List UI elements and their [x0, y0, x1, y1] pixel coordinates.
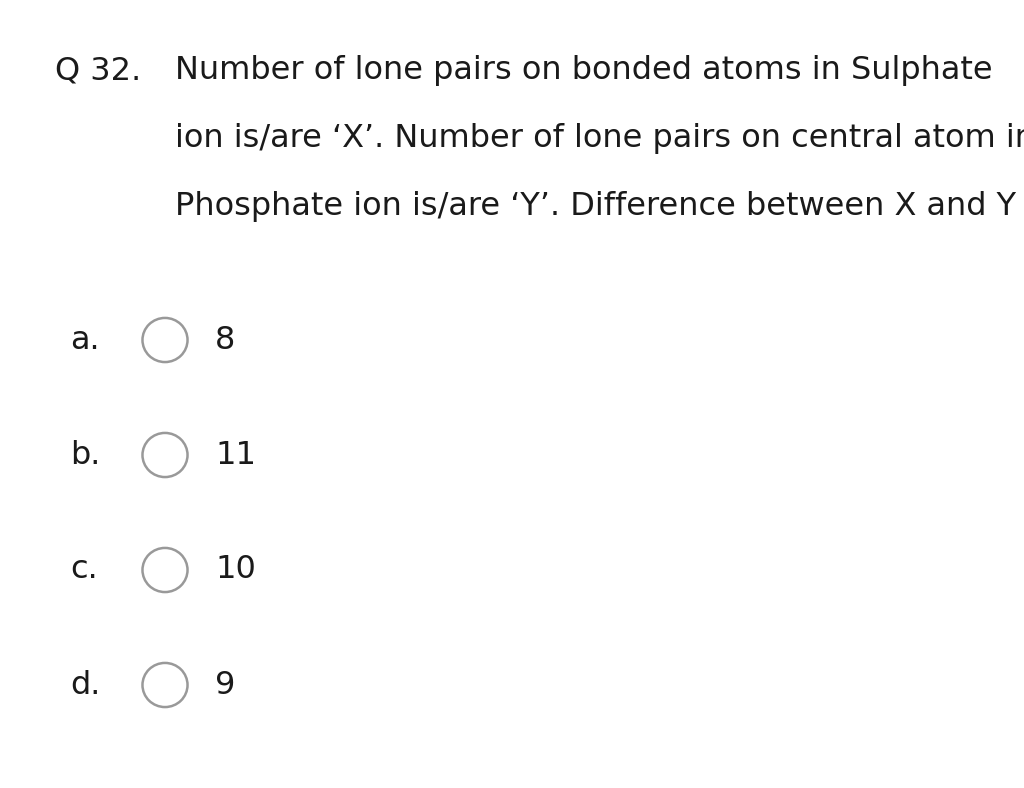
- Ellipse shape: [142, 548, 187, 592]
- Text: c.: c.: [70, 555, 97, 585]
- Text: 11: 11: [215, 440, 256, 470]
- Text: d.: d.: [70, 670, 100, 701]
- Ellipse shape: [142, 663, 187, 707]
- Text: 10: 10: [215, 555, 256, 585]
- Text: Q 32.: Q 32.: [55, 55, 141, 86]
- Ellipse shape: [142, 318, 187, 362]
- Text: b.: b.: [70, 440, 100, 470]
- Text: Number of lone pairs on bonded atoms in Sulphate: Number of lone pairs on bonded atoms in …: [175, 55, 992, 86]
- Text: a.: a.: [70, 325, 99, 355]
- Text: 9: 9: [215, 670, 236, 701]
- Text: 8: 8: [215, 325, 236, 355]
- Text: Phosphate ion is/are ‘Y’. Difference between X and Y is: Phosphate ion is/are ‘Y’. Difference bet…: [175, 191, 1024, 222]
- Text: ion is/are ‘X’. Number of lone pairs on central atom in: ion is/are ‘X’. Number of lone pairs on …: [175, 123, 1024, 154]
- Ellipse shape: [142, 433, 187, 477]
